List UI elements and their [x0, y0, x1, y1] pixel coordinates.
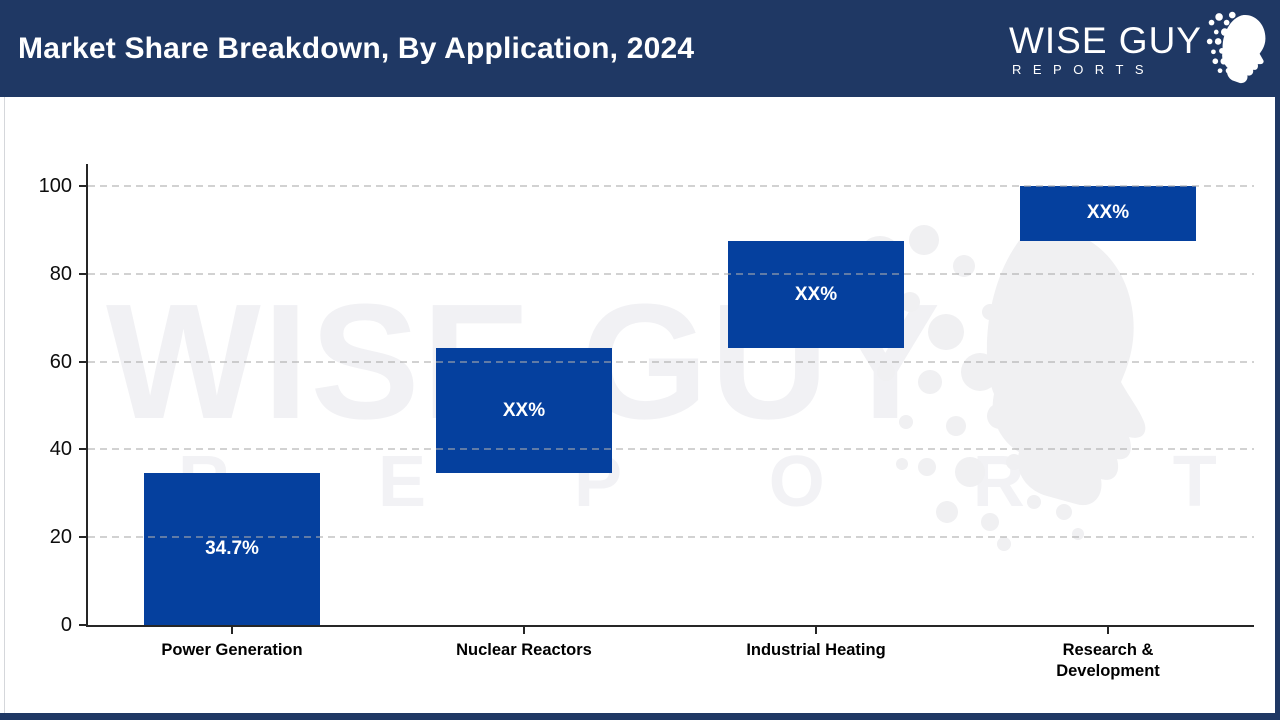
bar-segment: [1020, 185, 1196, 241]
y-tick-label: 100: [38, 174, 72, 197]
bar-segment: [144, 472, 320, 625]
y-tick: [79, 360, 87, 363]
gridline: [88, 536, 1254, 539]
logo-name-text: WISE GUY: [1008, 20, 1202, 61]
gridline: [88, 360, 1254, 363]
logo-head-icon: [1206, 11, 1266, 84]
logo-sub-text: REPORTS: [1011, 62, 1156, 77]
wise-guy-logo: WISE GUY REPORTS: [1009, 8, 1270, 90]
y-tick-label: 0: [60, 614, 72, 636]
header-bar: Market Share Breakdown, By Application, …: [0, 0, 1280, 97]
y-tick: [79, 536, 87, 539]
x-tick: [1107, 627, 1109, 634]
y-tick: [79, 624, 87, 626]
y-tick: [79, 448, 87, 451]
x-category-label: Power Generation: [161, 641, 303, 659]
page-title: Market Share Breakdown, By Application, …: [18, 31, 695, 65]
gridline: [88, 448, 1254, 451]
x-category-label: Industrial Heating: [746, 641, 886, 659]
bar-value-label: XX%: [502, 399, 546, 421]
watermark-head-icon: [858, 225, 1146, 551]
bar-value-label: 34.7%: [205, 537, 259, 559]
y-tick-label: 60: [49, 350, 72, 373]
footer-bar: [0, 713, 1280, 720]
x-tick: [231, 627, 233, 634]
x-tick: [523, 627, 525, 634]
y-axis: [86, 164, 88, 627]
y-tick-label: 20: [49, 526, 72, 549]
logo-text: WISE GUY REPORTS: [1009, 22, 1202, 76]
y-tick: [79, 272, 87, 275]
x-category-label: Research & Development: [1056, 641, 1160, 681]
y-tick: [79, 184, 87, 187]
bar-segment: [436, 348, 612, 473]
gridline: [88, 184, 1254, 187]
bar-value-label: XX%: [794, 283, 838, 305]
bar-segment: [728, 240, 904, 349]
y-tick-label: 40: [49, 438, 72, 461]
y-tick-label: 80: [49, 262, 72, 285]
x-axis: [86, 625, 1254, 627]
x-category-label: Nuclear Reactors: [456, 641, 592, 659]
left-border-line: [4, 97, 5, 713]
gridline: [88, 272, 1254, 275]
x-tick: [815, 627, 817, 634]
right-border-bar: [1275, 0, 1280, 720]
bar-value-label: XX%: [1086, 202, 1130, 224]
